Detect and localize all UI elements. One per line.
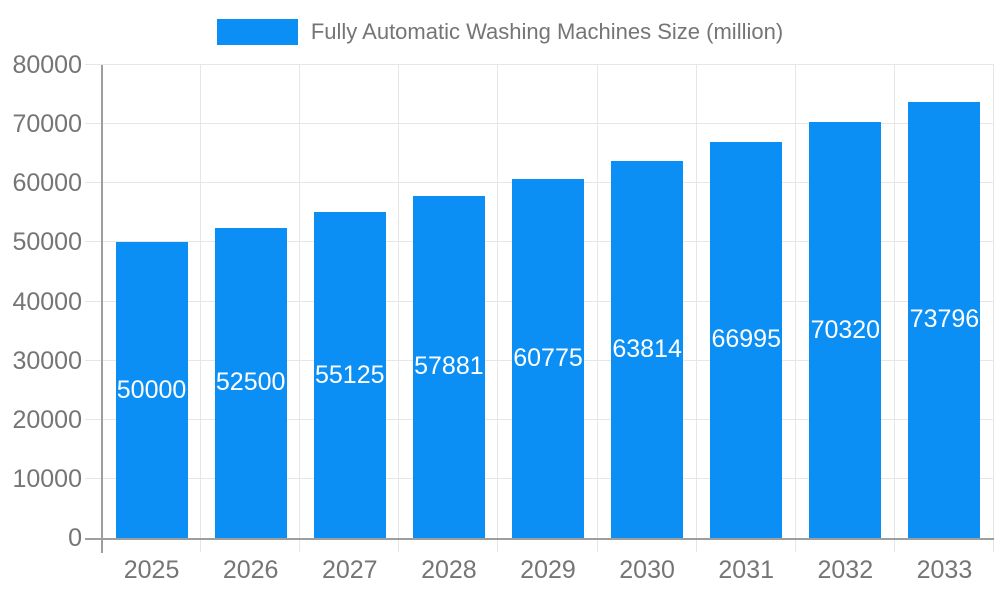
- bar-2031: 66995: [710, 141, 783, 538]
- bar-2030: 63814: [611, 160, 684, 538]
- x-tick-mark: [398, 539, 400, 552]
- x-gridline: [497, 65, 499, 538]
- bar-2033: 73796: [908, 101, 981, 538]
- x-gridline: [993, 65, 994, 538]
- y-tick-mark: [85, 123, 102, 125]
- x-tick-mark: [200, 539, 202, 552]
- bar-value-label: 73796: [909, 305, 980, 334]
- x-axis-label: 2028: [421, 556, 477, 584]
- bar-2032: 70320: [809, 122, 882, 538]
- x-gridline: [893, 65, 895, 538]
- bar-value-label: 57881: [414, 352, 484, 381]
- x-tick-mark: [794, 539, 796, 552]
- legend-swatch: [216, 19, 298, 45]
- y-axis-label: 70000: [12, 110, 82, 139]
- x-axis-label: 2033: [916, 556, 973, 584]
- x-tick-mark: [497, 539, 499, 552]
- x-gridline: [695, 65, 697, 538]
- bar-value-label: 52500: [215, 368, 286, 397]
- bar-2025: 50000: [115, 242, 188, 538]
- bar-2026: 52500: [214, 227, 287, 538]
- x-tick-mark: [993, 539, 994, 552]
- bar-value-label: 50000: [116, 375, 187, 404]
- y-tick-mark: [85, 64, 102, 65]
- x-axis-label: 2031: [718, 556, 775, 584]
- y-gridline: [102, 64, 994, 65]
- bar-2029: 60775: [512, 178, 584, 538]
- bar-value-label: 60775: [513, 343, 583, 372]
- y-tick-mark: [85, 300, 102, 302]
- y-axis-label: 50000: [12, 228, 82, 257]
- y-axis-label: 80000: [12, 51, 82, 79]
- x-tick-mark: [299, 539, 301, 552]
- y-tick-mark: [85, 182, 102, 184]
- x-gridline: [299, 65, 301, 538]
- y-axis-label: 60000: [12, 169, 82, 198]
- y-axis-label: 30000: [12, 346, 82, 375]
- y-tick-mark: [85, 359, 102, 361]
- x-tick-mark: [695, 539, 697, 552]
- y-tick-mark: [85, 241, 102, 243]
- x-axis-label: 2030: [619, 556, 675, 584]
- x-gridline: [596, 65, 598, 538]
- x-axis-label: 2025: [123, 556, 180, 584]
- y-tick-mark: [85, 418, 102, 420]
- y-axis-label: 10000: [12, 464, 82, 493]
- y-tick-mark: [85, 477, 102, 479]
- x-axis-baseline: [85, 538, 994, 540]
- x-axis-label: 2027: [321, 556, 378, 584]
- bar-value-label: 63814: [612, 334, 682, 363]
- x-tick-mark: [893, 539, 895, 552]
- bar-2028: 57881: [412, 195, 485, 538]
- x-gridline: [200, 65, 202, 538]
- legend-label: Fully Automatic Washing Machines Size (m…: [310, 19, 784, 44]
- y-gridline: [102, 123, 994, 125]
- x-axis-label: 2029: [520, 556, 576, 584]
- bar-2027: 55125: [313, 212, 386, 538]
- x-gridline: [794, 65, 796, 538]
- bar-value-label: 66995: [711, 325, 781, 354]
- y-axis-line: [101, 65, 103, 553]
- x-tick-mark: [596, 539, 598, 552]
- x-axis-label: 2032: [817, 556, 874, 584]
- bar-value-label: 55125: [315, 360, 385, 389]
- x-axis-label: 2026: [222, 556, 279, 584]
- legend: Fully Automatic Washing Machines Size (m…: [0, 19, 1000, 45]
- y-axis-label: 20000: [12, 405, 82, 434]
- y-axis-label: 0: [68, 524, 82, 552]
- x-gridline: [398, 65, 400, 538]
- bar-value-label: 70320: [810, 315, 881, 344]
- y-axis-label: 40000: [12, 287, 82, 316]
